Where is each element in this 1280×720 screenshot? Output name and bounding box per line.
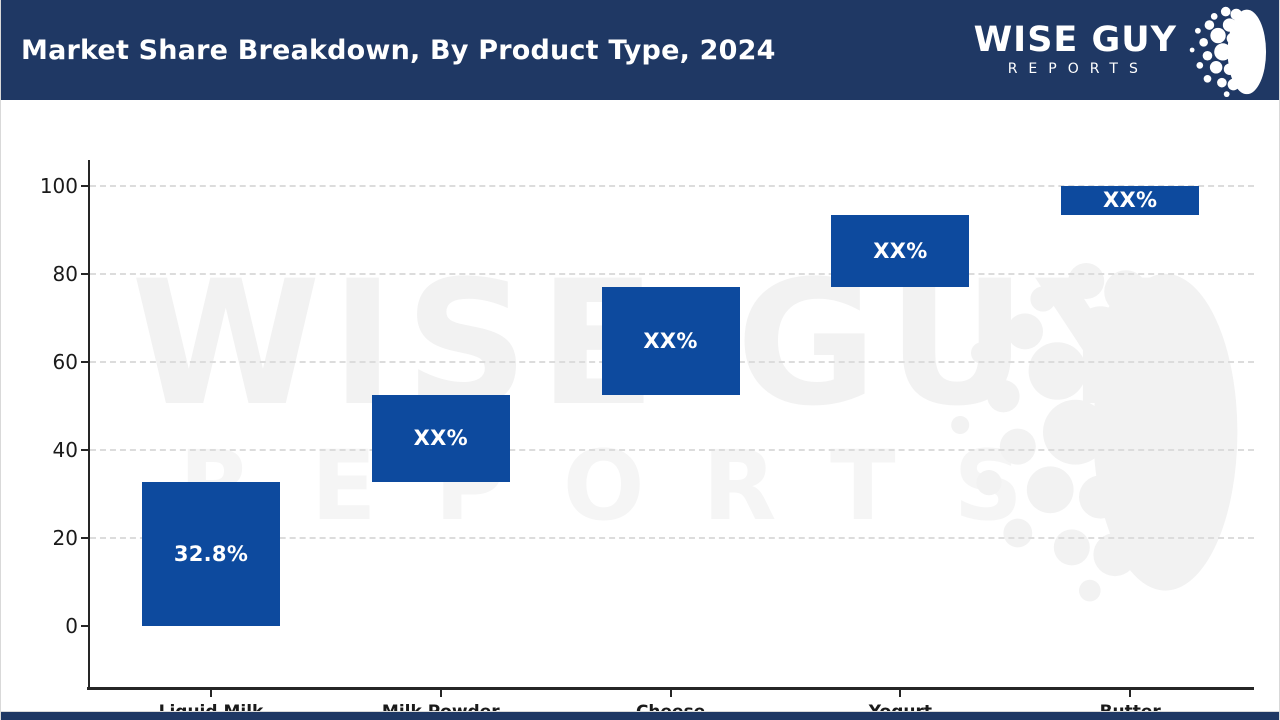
y-tick-40 [81,449,88,451]
bar-yogurt: XX% [831,214,970,288]
chart-area: 020406080100Liquid MilkMilk PowderCheese… [1,100,1279,720]
bar-butter: XX% [1061,186,1200,215]
y-tick-label-80: 80 [52,262,78,286]
x-tick-3 [899,690,902,697]
gridline-20 [90,537,1254,539]
footer-divider [1,711,1279,712]
x-axis [87,687,1254,690]
bar-value-label: XX% [1103,188,1158,213]
brand-logo-text: WISE GUY REPORTS [973,20,1177,78]
gridline-100 [90,185,1254,187]
bar-milk-powder: XX% [371,395,510,482]
y-tick-60 [81,361,88,363]
y-tick-label-0: 0 [65,614,78,638]
x-tick-0 [210,690,212,697]
brand-head-icon [1189,6,1267,98]
y-tick-20 [81,537,88,539]
x-tick-1 [439,690,442,697]
bar-liquid-milk: 32.8% [142,481,280,626]
watermark-text-line2: REPORTS [179,430,1081,542]
x-tick-4 [1129,690,1132,697]
y-tick-label-40: 40 [52,438,78,462]
bar-value-label: XX% [873,238,928,263]
y-axis [88,160,90,689]
gridline-80 [90,273,1254,275]
footer-bar [1,712,1279,720]
y-tick-label-20: 20 [52,526,78,550]
brand-name: WISE GUY [973,20,1177,60]
bar-value-label: 32.8% [173,541,249,566]
gridline-40 [90,449,1254,451]
header-bar: Market Share Breakdown, By Product Type,… [1,0,1279,100]
bar-value-label: XX% [643,329,698,354]
y-tick-label-100: 100 [39,174,78,198]
y-tick-label-60: 60 [52,350,78,374]
brand-logo: WISE GUY REPORTS [973,2,1279,98]
brand-tagline: REPORTS [1007,61,1149,77]
y-tick-80 [81,273,88,275]
page-title: Market Share Breakdown, By Product Type,… [21,34,776,66]
y-tick-0 [81,625,88,627]
bar-value-label: XX% [413,426,468,451]
bar-cheese: XX% [601,287,740,395]
y-tick-100 [81,185,88,187]
x-tick-2 [669,690,672,697]
